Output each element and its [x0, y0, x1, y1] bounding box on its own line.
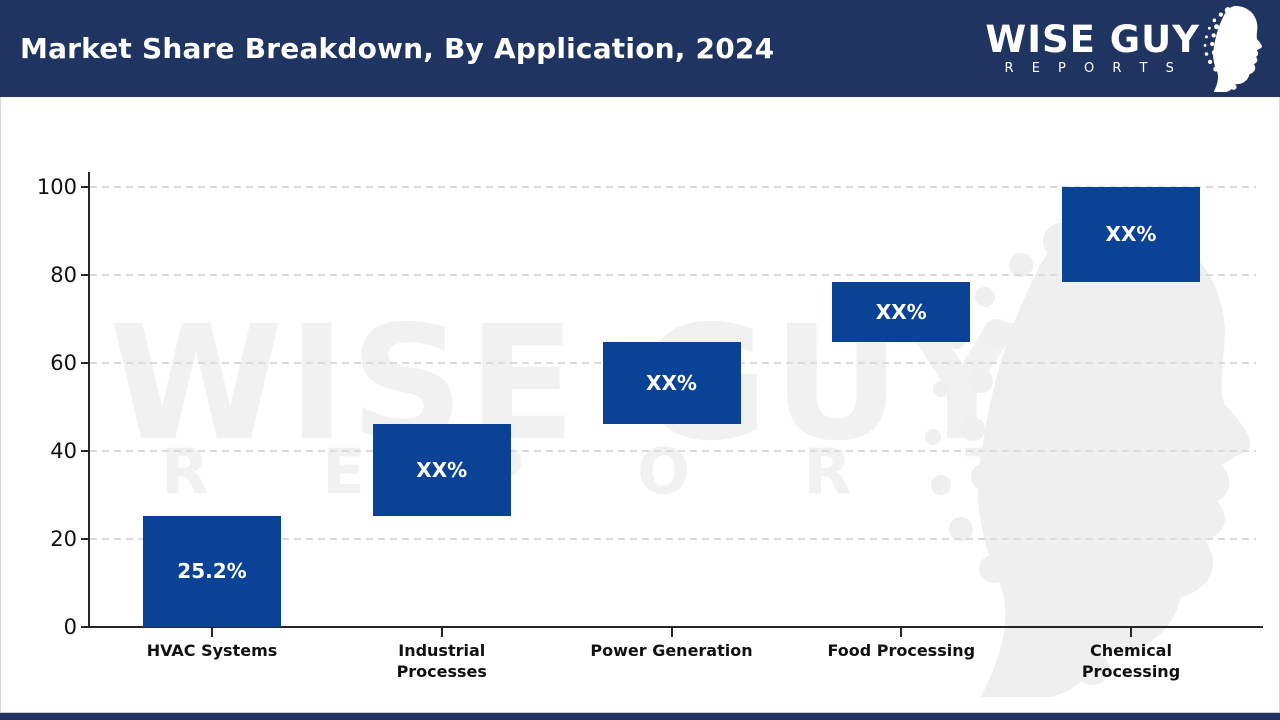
gridline — [90, 273, 1256, 276]
gridline — [90, 449, 1256, 452]
brand-face-icon — [1203, 5, 1262, 92]
x-axis-category-label: Food Processing — [827, 641, 976, 660]
x-axis-tick — [900, 628, 903, 637]
bar-chemical-processing: XX% — [1062, 186, 1200, 283]
gridline — [90, 537, 1256, 540]
bar-value-label: 25.2% — [177, 559, 247, 584]
y-axis-line — [88, 172, 90, 628]
page-title: Market Share Breakdown, By Application, … — [20, 32, 775, 65]
x-axis-category-label: Industrial Processes — [396, 641, 487, 681]
bottom-border — [0, 712, 1280, 713]
footer-bar — [0, 713, 1280, 720]
y-axis-tick-label: 0 — [63, 615, 77, 639]
gridline — [90, 185, 1256, 188]
bar-value-label: XX% — [1105, 222, 1157, 247]
y-axis-tick — [81, 185, 89, 188]
brand-logo: WISE GUY R E P O R T S — [985, 5, 1266, 92]
x-axis-line — [88, 626, 1263, 628]
y-axis-tick — [81, 626, 89, 628]
y-axis-tick — [81, 273, 89, 276]
chart-area: WISE GUY R E P O R T S 0 20 40 60 80 100 25.2%… — [0, 97, 1280, 713]
x-axis-tick — [211, 628, 213, 637]
y-axis-tick-label: 40 — [50, 438, 77, 463]
y-axis-tick-label: 100 — [36, 174, 77, 199]
x-axis-category-label: HVAC Systems — [146, 641, 278, 660]
y-axis-tick-label: 20 — [50, 526, 77, 551]
y-axis-tick-label: 80 — [50, 262, 77, 287]
bar-power-generation: XX% — [602, 342, 741, 425]
bar-hvac-systems: 25.2% — [143, 515, 281, 627]
brand-logo-text: WISE GUY R E P O R T S — [985, 21, 1200, 76]
brand-tagline: R E P O R T S — [1004, 61, 1181, 76]
x-axis-category-label: Power Generation — [590, 641, 753, 660]
bar-value-label: XX% — [646, 371, 697, 396]
y-axis-tick — [81, 449, 89, 452]
x-axis-tick — [1130, 628, 1132, 637]
x-axis-tick — [440, 628, 443, 637]
bar-value-label: XX% — [416, 458, 468, 483]
y-axis-tick — [81, 537, 89, 540]
bar-value-label: XX% — [875, 300, 927, 325]
header: Market Share Breakdown, By Application, … — [0, 0, 1280, 97]
bar-industrial-processes: XX% — [372, 424, 511, 516]
x-axis-tick — [670, 628, 673, 637]
bar-food-processing: XX% — [832, 282, 971, 343]
y-axis-tick — [81, 361, 89, 364]
watermark-face-icon — [925, 217, 1250, 697]
brand-name: WISE GUY — [985, 18, 1200, 61]
x-axis-category-label: Chemical Processing — [1081, 641, 1181, 681]
y-axis-tick-label: 60 — [50, 350, 77, 375]
